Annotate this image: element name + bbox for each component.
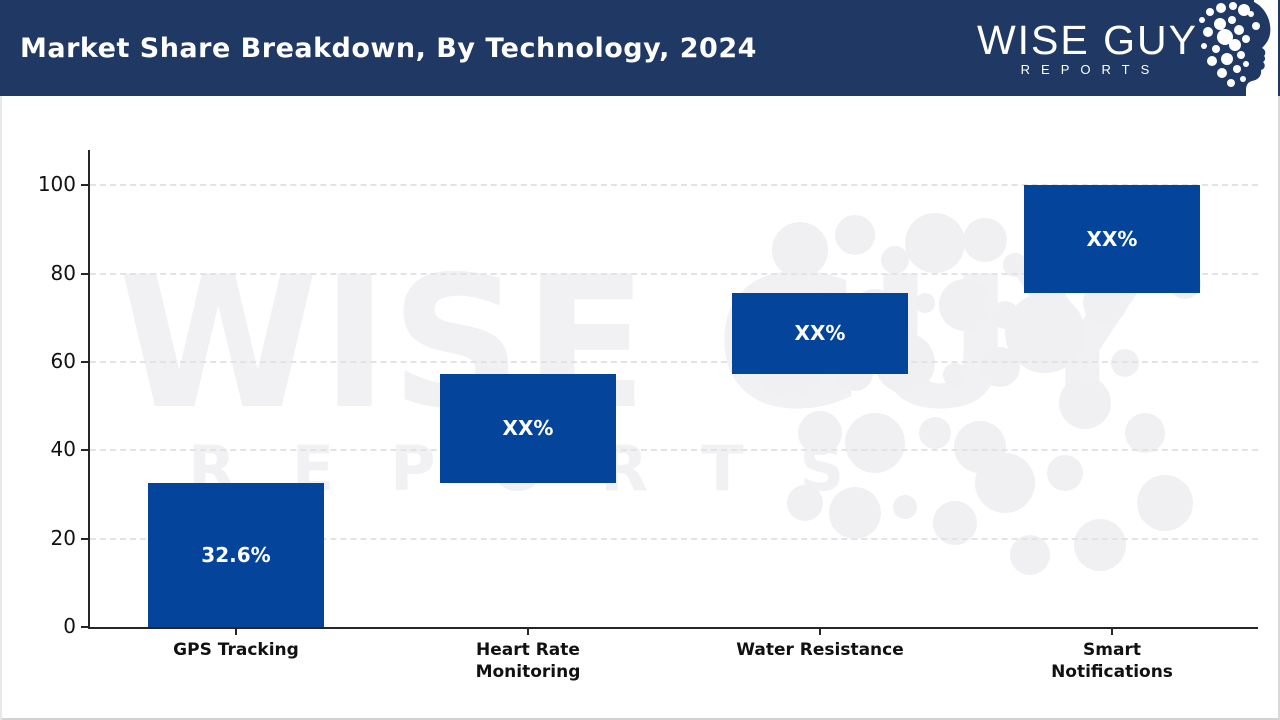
brand-logo: WISE GUY REPORTS <box>977 0 1278 96</box>
y-tick-mark-20 <box>81 537 89 540</box>
y-tick-mark-80 <box>81 272 89 275</box>
gridline-60 <box>90 361 1258 363</box>
y-tick-label-80: 80 <box>50 260 76 285</box>
bar-value-label: 32.6% <box>201 543 271 567</box>
gridline-40 <box>90 449 1258 452</box>
x-tick-mark-1 <box>527 627 529 635</box>
page-title: Market Share Breakdown, By Technology, 2… <box>20 32 757 64</box>
y-tick-mark-0 <box>81 626 89 628</box>
y-tick-label-0: 0 <box>63 614 76 638</box>
bar-smart-notifications[interactable]: XX% <box>1024 185 1200 293</box>
logo-face-icon <box>1199 0 1278 96</box>
logo-subtitle: REPORTS <box>1020 61 1161 77</box>
x-category-label-0: GPS Tracking <box>173 640 299 660</box>
bar-value-label: XX% <box>794 321 846 346</box>
x-category-label-3: Smart Notifications <box>1051 640 1173 682</box>
y-tick-mark-60 <box>81 361 89 363</box>
x-tick-mark-0 <box>235 627 237 635</box>
logo-text: WISE GUY REPORTS <box>976 16 1198 77</box>
y-tick-label-100: 100 <box>37 172 76 197</box>
plot-area: 0 20 40 60 80 100 32.6% GPS Tracking XX% Heart Ra… <box>38 150 1258 682</box>
bar-water-resistance[interactable]: XX% <box>732 292 908 374</box>
bar-value-label: XX% <box>1086 226 1138 251</box>
logo-wordmark: WISE GUY <box>976 16 1198 63</box>
x-tick-mark-2 <box>819 627 821 635</box>
x-category-label-2: Water Resistance <box>736 640 904 660</box>
y-tick-label-60: 60 <box>50 349 76 373</box>
y-tick-mark-100 <box>81 184 89 187</box>
y-tick-mark-40 <box>81 449 89 452</box>
x-category-label-1: Heart Rate Monitoring <box>475 640 581 682</box>
header: Market Share Breakdown, By Technology, 2… <box>0 0 1280 96</box>
gridline-80 <box>90 272 1258 275</box>
bar-value-label: XX% <box>502 416 554 441</box>
y-tick-label-40: 40 <box>50 437 76 462</box>
y-tick-label-20: 20 <box>50 525 76 550</box>
gridline-20 <box>90 537 1258 540</box>
gridline-100 <box>90 184 1258 187</box>
x-tick-mark-3 <box>1111 627 1113 635</box>
bar-gps-tracking[interactable]: 32.6% <box>148 483 324 627</box>
bar-heart-rate-monitoring[interactable]: XX% <box>440 373 616 483</box>
watermark-face-dots <box>760 213 1201 575</box>
